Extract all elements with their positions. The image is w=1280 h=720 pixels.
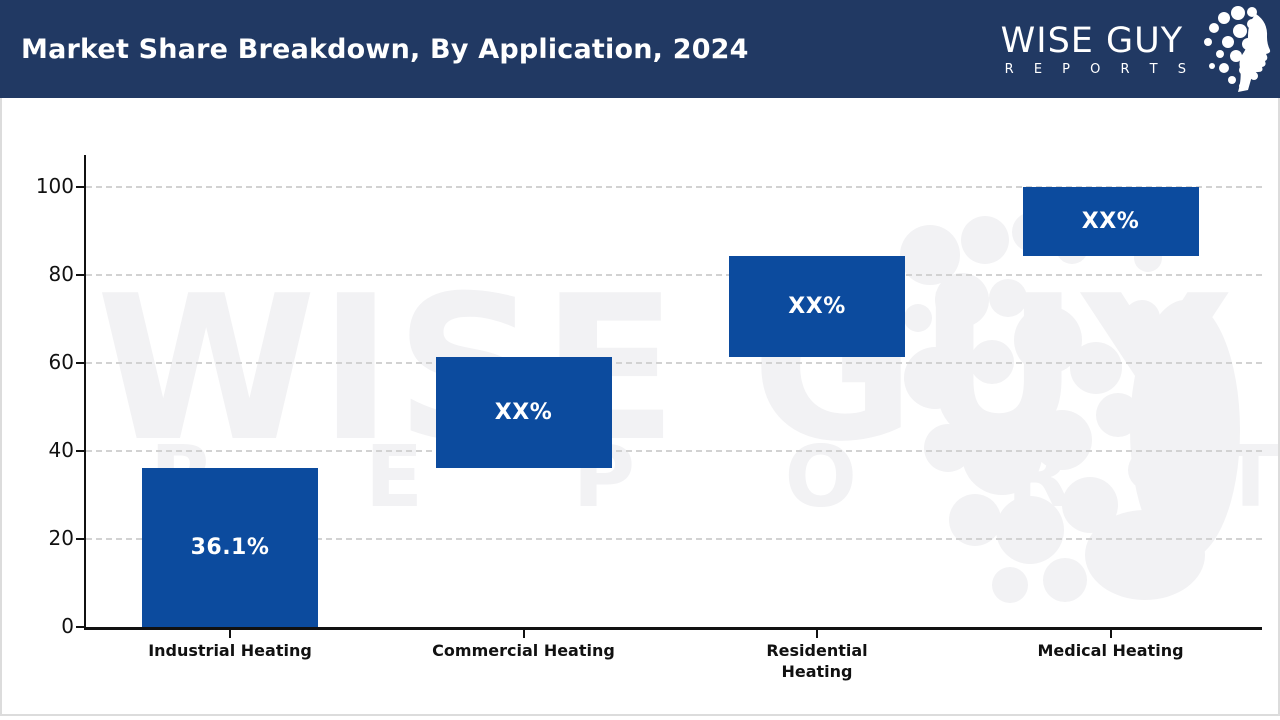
bar: 36.1%	[142, 468, 318, 627]
y-tick	[76, 450, 84, 452]
x-category-label: Commercial Heating	[432, 641, 615, 660]
bar-value-label: XX%	[788, 293, 846, 319]
x-category-label: Residential Heating	[766, 641, 868, 681]
y-tick	[76, 538, 84, 540]
x-category-label: Medical Heating	[1037, 641, 1184, 660]
x-axis-line	[84, 627, 1262, 630]
brand-logo-text: WISE GUY R E P O R T S	[1000, 20, 1194, 77]
bar: XX%	[729, 256, 905, 357]
y-tick-label: 60	[48, 350, 74, 374]
brand-logo: WISE GUY R E P O R T S	[1001, 4, 1272, 96]
grid-line	[86, 274, 1262, 276]
y-axis-line	[84, 155, 86, 629]
grid-line	[86, 362, 1262, 364]
y-tick	[76, 626, 84, 628]
y-tick-label: 100	[35, 174, 74, 198]
bar: XX%	[1022, 187, 1199, 257]
brand-dot-face-icon	[1204, 6, 1271, 92]
y-tick	[76, 186, 84, 188]
bar-value-label: XX%	[1081, 209, 1140, 235]
chart-title: Market Share Breakdown, By Application, …	[21, 33, 749, 65]
x-tick	[816, 630, 818, 638]
y-tick-label: 80	[48, 262, 74, 286]
bar: XX%	[435, 356, 612, 469]
y-tick-label: 40	[48, 438, 74, 462]
grid-line	[86, 450, 1262, 452]
bar-value-label: XX%	[494, 399, 553, 425]
grid-line	[86, 186, 1262, 188]
bar-value-label: 36.1%	[190, 535, 270, 561]
x-category-label: Industrial Heating	[148, 641, 312, 660]
grid-line	[86, 538, 1262, 540]
brand-wordmark: WISE GUY	[1000, 20, 1184, 61]
x-tick	[229, 630, 231, 638]
x-tick	[1109, 630, 1112, 638]
brand-subword: R E P O R T S	[1004, 61, 1194, 77]
watermark: WISE GUY R E P O R T S	[0, 98, 1280, 720]
y-tick-label: 20	[48, 526, 74, 550]
header-bar: Market Share Breakdown, By Application, …	[0, 0, 1280, 98]
y-tick-label: 0	[61, 614, 74, 638]
y-tick	[76, 274, 84, 276]
y-tick	[76, 362, 84, 364]
x-tick	[522, 630, 525, 638]
